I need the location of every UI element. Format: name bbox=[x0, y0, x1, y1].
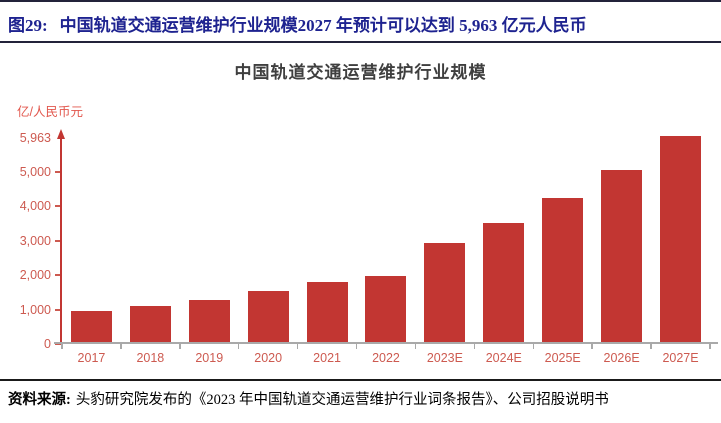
x-tick-mark bbox=[355, 344, 358, 349]
x-tick-label-2025E: 2025E bbox=[544, 351, 581, 365]
source-text: 头豹研究院发布的《2023 年中国轨道交通运营维护行业词条报告》、公司招股说明书 bbox=[75, 392, 609, 408]
x-tick-mark bbox=[61, 344, 63, 349]
y-tick-label-5,000: 5,000 bbox=[19, 164, 51, 179]
plot-area: 0 1,000 2,000 3,000 4,000 5,000 5,963 2017 2018… bbox=[20, 129, 718, 365]
x-tick-label-2021: 2021 bbox=[313, 351, 341, 365]
x-tick-label-2024E: 2024E bbox=[485, 351, 522, 365]
y-tick-label-4,000: 4,000 bbox=[19, 199, 51, 213]
y-tick-mark bbox=[55, 343, 61, 345]
x-tick-mark bbox=[591, 344, 593, 349]
x-tick-label-2019: 2019 bbox=[195, 351, 224, 365]
y-tick-label-3,000: 3,000 bbox=[19, 233, 51, 248]
y-tick-label-0: 0 bbox=[44, 337, 51, 351]
x-axis-line bbox=[54, 342, 718, 344]
x-tick-mark bbox=[237, 344, 240, 349]
bar-series bbox=[62, 130, 710, 342]
y-axis-unit-label: 亿/人民币元 bbox=[17, 105, 83, 119]
x-axis-labels: 2017 2018 2019 2020 2021 2022 2023E 2024E 2025E 2… bbox=[62, 351, 710, 365]
x-tick-label-2022: 2022 bbox=[372, 351, 400, 365]
bar-2018 bbox=[129, 306, 171, 342]
x-tick-mark bbox=[179, 344, 181, 349]
source-footer: 资料来源: 头豹研究院发布的《2023 年中国轨道交通运营维护行业词条报告》、公司… bbox=[0, 379, 721, 423]
x-tick-label-2026E: 2026E bbox=[603, 351, 640, 365]
y-axis-line bbox=[56, 129, 65, 344]
x-tick-mark bbox=[709, 344, 711, 349]
y-tick-label-2,000: 2,000 bbox=[19, 268, 51, 282]
x-tick-mark bbox=[473, 344, 476, 349]
bar-2027E bbox=[660, 136, 702, 342]
x-tick-label-2023E: 2023E bbox=[426, 351, 463, 365]
figure-caption: 图29: 中国轨道交通运营维护行业规模2027 年预计可以达到 5,963 亿元人… bbox=[0, 0, 721, 43]
y-tick-label-1,000: 1,000 bbox=[19, 302, 51, 317]
x-tick-mark bbox=[120, 344, 122, 349]
y-axis-arrow-icon bbox=[56, 129, 65, 139]
bar-2021 bbox=[306, 282, 348, 342]
bar-2023E bbox=[424, 243, 466, 342]
chart-title: 中国轨道交通运营维护行业规模 bbox=[234, 63, 487, 82]
x-tick-label-2017: 2017 bbox=[77, 351, 106, 365]
y-tick-mark bbox=[55, 170, 61, 173]
bar-2017 bbox=[70, 311, 112, 342]
x-tick-label-2018: 2018 bbox=[136, 351, 165, 365]
y-tick-mark bbox=[55, 205, 61, 207]
x-tick-mark bbox=[650, 344, 652, 349]
figure-number: 图29: bbox=[8, 16, 48, 35]
figure-caption-text: 中国轨道交通运营维护行业规模2027 年预计可以达到 5,963 亿元人民币 bbox=[59, 16, 587, 35]
x-axis-tick-marks bbox=[61, 344, 711, 350]
bar-2019 bbox=[188, 300, 230, 342]
x-tick-label-2020: 2020 bbox=[254, 351, 283, 365]
x-tick-label-2027E: 2027E bbox=[662, 351, 699, 365]
bar-2025E bbox=[542, 198, 584, 342]
y-tick-label-5,963: 5,963 bbox=[19, 131, 51, 146]
x-tick-mark bbox=[414, 344, 417, 349]
x-tick-mark bbox=[532, 344, 535, 349]
y-tick-mark bbox=[55, 308, 61, 311]
x-tick-mark bbox=[296, 344, 299, 349]
bar-2022 bbox=[365, 276, 407, 342]
bar-2024E bbox=[483, 223, 525, 342]
bar-2020 bbox=[247, 291, 289, 342]
source-label: 资料来源: bbox=[8, 392, 71, 408]
bar-2026E bbox=[601, 170, 643, 342]
y-tick-mark bbox=[55, 239, 61, 242]
y-tick-mark bbox=[55, 274, 61, 276]
